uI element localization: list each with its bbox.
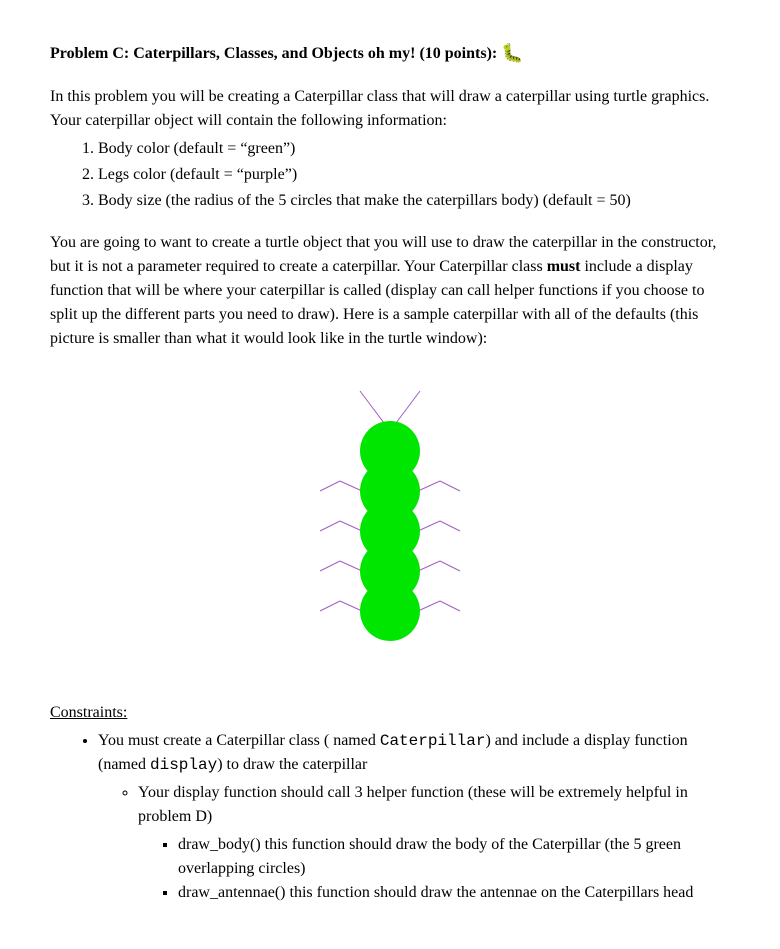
sub-list: Your display function should call 3 help… bbox=[98, 781, 730, 905]
text-span: Your display function should call 3 help… bbox=[138, 784, 688, 825]
constraints-list: You must create a Caterpillar class ( na… bbox=[50, 729, 730, 905]
caterpillar-icon: 🐛 bbox=[501, 40, 523, 67]
list-item: You must create a Caterpillar class ( na… bbox=[98, 729, 730, 905]
intro-paragraph: In this problem you will be creating a C… bbox=[50, 85, 730, 133]
title-text: Problem C: Caterpillars, Classes, and Ob… bbox=[50, 42, 497, 66]
list-item: draw_antennae() this function should dra… bbox=[178, 881, 730, 905]
list-item: Body size (the radius of the 5 circles t… bbox=[98, 189, 730, 213]
problem-title: Problem C: Caterpillars, Classes, and Ob… bbox=[50, 40, 730, 67]
caterpillar-diagram bbox=[290, 381, 490, 651]
bold-text: must bbox=[547, 258, 581, 275]
list-item: Legs color (default = “purple”) bbox=[98, 163, 730, 187]
requirements-list: Body color (default = “green”) Legs colo… bbox=[50, 137, 730, 213]
list-item: draw_body() this function should draw th… bbox=[178, 833, 730, 881]
second-paragraph: You are going to want to create a turtle… bbox=[50, 231, 730, 351]
code-text: Caterpillar bbox=[380, 732, 486, 750]
code-text: display bbox=[150, 756, 217, 774]
list-item: Body color (default = “green”) bbox=[98, 137, 730, 161]
sub-sub-list: draw_body() this function should draw th… bbox=[138, 833, 730, 905]
text-span: ) to draw the caterpillar bbox=[217, 756, 367, 773]
constraints-heading: Constraints: bbox=[50, 701, 730, 725]
text-span: You must create a Caterpillar class ( na… bbox=[98, 732, 380, 749]
list-item: Your display function should call 3 help… bbox=[138, 781, 730, 905]
